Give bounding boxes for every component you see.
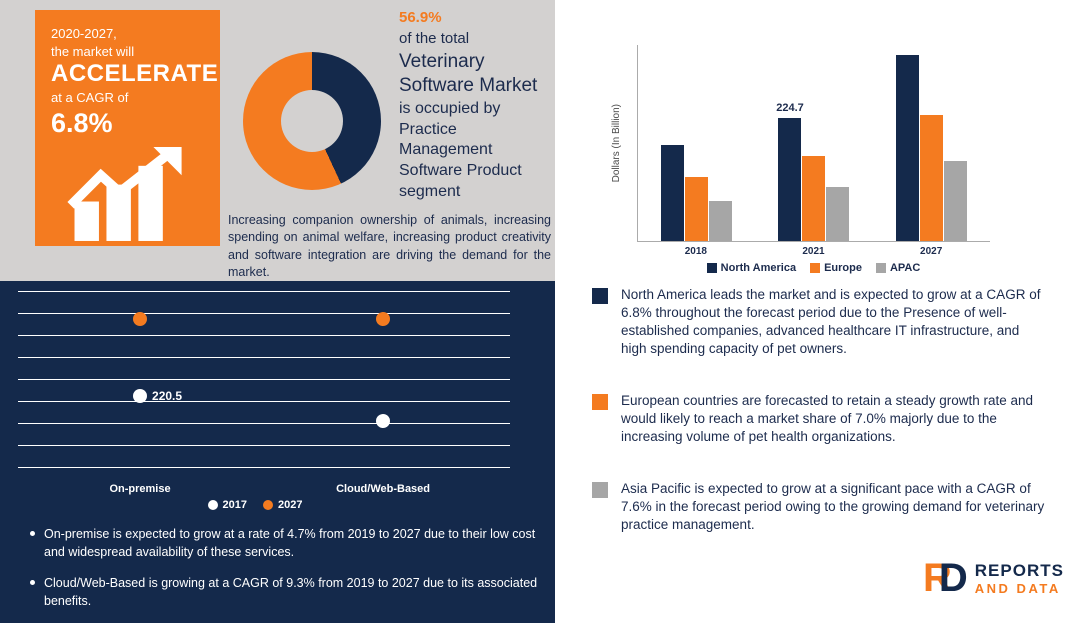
x-tick-2021: 2021	[802, 246, 825, 257]
dot-2017-0	[133, 389, 148, 404]
dot-2017-1	[376, 414, 391, 429]
forecast-period: 2020-2027,	[51, 26, 117, 41]
x-tick-2027: 2027	[920, 246, 943, 257]
regional-bullet-text: North America leads the market and is ex…	[621, 287, 1041, 356]
segment-legend-item-2027: 2027	[263, 499, 302, 511]
deployment-bullet-text: Cloud/Web-Based is growing at a CAGR of …	[44, 576, 538, 609]
category-label-on-premise: On-premise	[109, 483, 171, 495]
reports-and-data-logo: R D REPORTS AND DATA	[923, 558, 1064, 598]
legend-item-north-america: North America	[706, 262, 797, 274]
bar-group	[661, 145, 733, 241]
region-bullet-swatch	[592, 481, 608, 498]
segment-share-lead: of the total	[399, 29, 470, 47]
segment-share-percent: 56.9%	[399, 9, 442, 26]
bar	[778, 118, 802, 241]
legend-item-europe: Europe	[810, 262, 862, 274]
segment-share-text: 56.9% of the total Veterinary Software M…	[399, 8, 555, 203]
logo-name-bottom: AND DATA	[974, 580, 1061, 596]
bar	[661, 145, 685, 241]
regional-bar-chart: 224.7	[637, 45, 990, 242]
segment-legend-label-2027: 2027	[278, 499, 303, 511]
logo-monogram-r: R	[923, 556, 952, 600]
logo-monogram-icon: R D	[923, 558, 968, 598]
market-drivers-description: Increasing companion ownership of animal…	[228, 213, 551, 279]
segment-share-market: Veterinary Software Market	[399, 51, 538, 96]
regional-bullet-list: North America leads the market and is ex…	[592, 286, 1057, 568]
segment-legend-swatch	[207, 500, 218, 510]
accelerate-intro: the market will	[51, 43, 135, 59]
legend-item-apac: APAC	[875, 262, 921, 274]
deployment-bullet-text: On-premise is expected to grow at a rate…	[44, 527, 536, 560]
category-label-cloud: Cloud/Web-Based	[336, 483, 431, 495]
segment-dot-plot: 220.5	[18, 291, 510, 468]
region-legend-swatch	[810, 263, 821, 273]
donut-hole	[281, 90, 343, 152]
dot-value-label: 220.5	[152, 389, 183, 403]
region-legend-swatch	[706, 263, 717, 273]
segment-legend-label-2017: 2017	[222, 499, 247, 511]
bar	[709, 201, 733, 241]
list-item: North America leads the market and is ex…	[592, 286, 1057, 358]
bullet-dot-icon	[30, 580, 35, 586]
list-item: Asia Pacific is expected to grow at a si…	[592, 480, 1057, 534]
region-bullet-swatch	[592, 288, 608, 304]
y-axis-label: Dollars (In Billion)	[611, 45, 622, 242]
regional-bullet-text: European countries are forecasted to ret…	[621, 392, 1034, 444]
region-legend-swatch	[875, 263, 886, 273]
y-axis-label-text: Dollars (In Billion)	[611, 104, 622, 183]
logo-monogram-d: D	[938, 556, 968, 600]
region-bullet-swatch	[592, 393, 608, 410]
growth-chart-icon	[66, 147, 182, 242]
legend-label-north-america: North America	[720, 262, 797, 274]
list-item: Cloud/Web-Based is growing at a CAGR of …	[30, 574, 542, 610]
segment-legend-swatch	[263, 500, 273, 510]
bar-chart-legend: North America Europe APAC	[637, 262, 990, 274]
bar	[802, 156, 826, 241]
list-item: On-premise is expected to grow at a rate…	[30, 525, 542, 561]
bullet-dot-icon	[30, 531, 35, 536]
bar-group: 224.7	[776, 102, 850, 241]
list-item: European countries are forecasted to ret…	[592, 392, 1057, 446]
cagr-intro: at a CAGR of	[51, 89, 129, 105]
legend-label-apac: APAC	[889, 262, 921, 274]
donut-chart	[243, 52, 381, 190]
cagr-value: 6.8%	[51, 108, 113, 139]
bar	[943, 161, 967, 241]
dot-2027-1	[376, 312, 391, 327]
accelerate-headline: ACCELERATE	[51, 60, 219, 88]
segment-legend: 2017 2027	[0, 499, 510, 511]
bar	[919, 115, 943, 241]
logo-wordmark: REPORTS AND DATA	[975, 561, 1064, 596]
segment-share-rest: is occupied by Practice Management Softw…	[399, 99, 522, 200]
bar-group	[895, 55, 967, 241]
segment-dot-plot-wrap: 220.5 On-premise Cloud/Web-Based	[18, 291, 510, 495]
bar	[895, 55, 919, 241]
market-overview-panel: 2020-2027, the market will ACCELERATE at…	[0, 0, 555, 281]
cagr-highlight-box: 2020-2027, the market will ACCELERATE at…	[35, 10, 220, 246]
x-tick-2018: 2018	[684, 246, 707, 257]
deployment-bullet-list: On-premise is expected to grow at a rate…	[30, 525, 542, 624]
bar	[685, 177, 709, 241]
x-axis-ticks: 2018 2021 2027	[637, 246, 990, 257]
bar	[826, 187, 850, 241]
regional-bullet-text: Asia Pacific is expected to grow at a si…	[621, 480, 1045, 532]
deployment-panel: 220.5 On-premise Cloud/Web-Based 2017 20…	[0, 281, 555, 623]
regional-panel: Dollars (In Billion) 224.7 2018 2021 202…	[565, 0, 1080, 623]
legend-label-europe: Europe	[824, 262, 862, 274]
logo-name-top: REPORTS	[974, 560, 1064, 580]
segment-legend-item-2017: 2017	[207, 499, 247, 511]
bar-value-label: 224.7	[776, 102, 804, 115]
dot-2027-0	[133, 312, 148, 327]
